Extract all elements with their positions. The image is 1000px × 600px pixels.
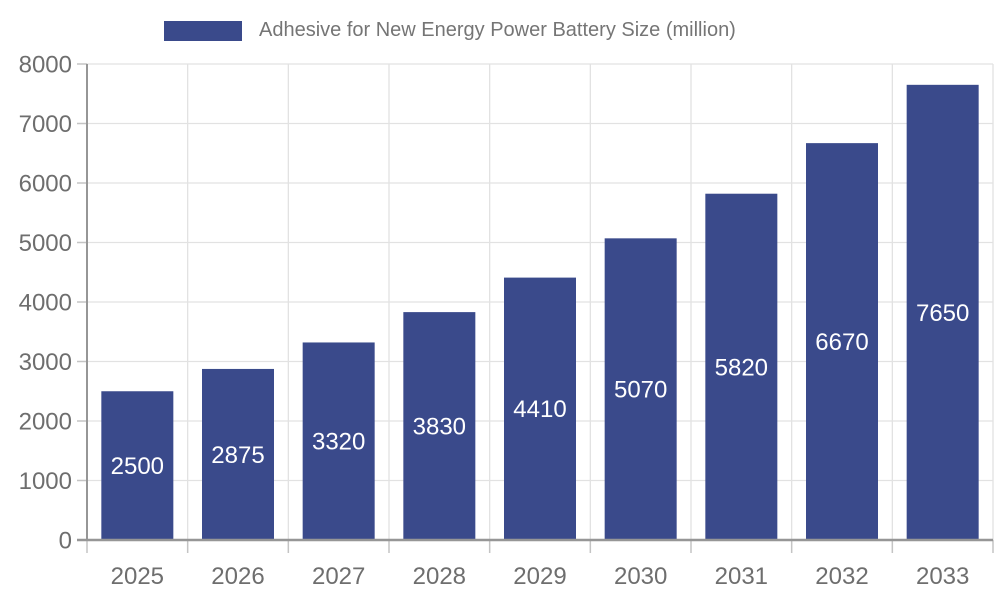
- bar[interactable]: [101, 391, 174, 540]
- y-tick-label: 7000: [19, 111, 72, 138]
- bar-value-label: 7650: [916, 300, 969, 327]
- bar-value-label: 5820: [715, 354, 768, 381]
- x-tick-label: 2028: [413, 563, 466, 590]
- bar-value-label: 2875: [211, 442, 264, 469]
- x-tick-label: 2025: [111, 563, 164, 590]
- bar-value-label: 2500: [111, 453, 164, 480]
- x-tick-label: 2030: [614, 563, 667, 590]
- x-tick-label: 2033: [916, 563, 969, 590]
- bar[interactable]: [202, 368, 274, 540]
- bar-value-label: 6670: [815, 329, 868, 356]
- y-tick-label: 0: [59, 527, 72, 554]
- x-tick-label: 2032: [815, 563, 868, 590]
- legend-label: Adhesive for New Energy Power Battery Si…: [259, 19, 736, 41]
- y-tick-label: 2000: [19, 408, 72, 435]
- y-tick-label: 4000: [19, 289, 72, 316]
- bar-value-label: 4410: [513, 396, 566, 423]
- legend[interactable]: Adhesive for New Energy Power Battery Si…: [164, 19, 736, 42]
- bar-value-label: 3830: [413, 413, 466, 440]
- legend-swatch-icon: [164, 20, 242, 41]
- y-tick-label: 8000: [19, 51, 72, 78]
- bar[interactable]: [806, 143, 878, 540]
- bar[interactable]: [604, 238, 677, 540]
- bar[interactable]: [302, 342, 375, 540]
- bar-value-label: 5070: [614, 377, 667, 404]
- bar[interactable]: [504, 277, 576, 540]
- x-tick-label: 2027: [312, 563, 365, 590]
- x-tick-label: 2026: [211, 563, 264, 590]
- y-tick-label: 3000: [19, 349, 72, 376]
- y-tick-label: 5000: [19, 230, 72, 257]
- bar-value-label: 3320: [312, 429, 365, 456]
- x-tick-label: 2031: [715, 563, 768, 590]
- y-tick-label: 1000: [19, 468, 72, 495]
- y-tick-label: 6000: [19, 170, 72, 197]
- x-tick-label: 2029: [513, 563, 566, 590]
- bar[interactable]: [906, 84, 979, 540]
- bar[interactable]: [705, 193, 778, 540]
- bar[interactable]: [403, 312, 476, 540]
